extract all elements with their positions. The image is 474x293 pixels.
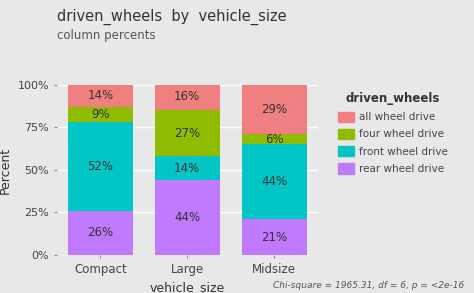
- Bar: [155, 110, 220, 156]
- Bar: [242, 134, 307, 144]
- Text: 9%: 9%: [91, 108, 109, 121]
- X-axis label: vehicle_size: vehicle_size: [150, 281, 225, 293]
- Text: 52%: 52%: [87, 160, 113, 173]
- Bar: [68, 122, 133, 211]
- Y-axis label: Percent: Percent: [0, 146, 12, 193]
- Text: driven_wheels  by  vehicle_size: driven_wheels by vehicle_size: [57, 9, 286, 25]
- Bar: [68, 107, 133, 122]
- Text: 26%: 26%: [87, 226, 113, 239]
- Text: 14%: 14%: [87, 89, 113, 102]
- Bar: [68, 211, 133, 255]
- Bar: [242, 219, 307, 255]
- Bar: [68, 83, 133, 107]
- Legend: all wheel drive, four wheel drive, front wheel drive, rear wheel drive: all wheel drive, four wheel drive, front…: [336, 90, 450, 176]
- Bar: [242, 144, 307, 219]
- Text: 27%: 27%: [174, 127, 201, 140]
- Bar: [155, 180, 220, 255]
- Text: 29%: 29%: [261, 103, 287, 116]
- Text: 21%: 21%: [261, 231, 287, 243]
- Text: Chi-square = 1965.31, df = 6, p = <2e-16: Chi-square = 1965.31, df = 6, p = <2e-16: [273, 281, 465, 290]
- Text: column percents: column percents: [57, 29, 155, 42]
- Bar: [155, 156, 220, 180]
- Text: 44%: 44%: [174, 211, 201, 224]
- Text: 14%: 14%: [174, 162, 201, 175]
- Bar: [242, 85, 307, 134]
- Text: 6%: 6%: [265, 133, 283, 146]
- Text: 44%: 44%: [261, 175, 287, 188]
- Text: 16%: 16%: [174, 90, 201, 103]
- Bar: [155, 83, 220, 110]
